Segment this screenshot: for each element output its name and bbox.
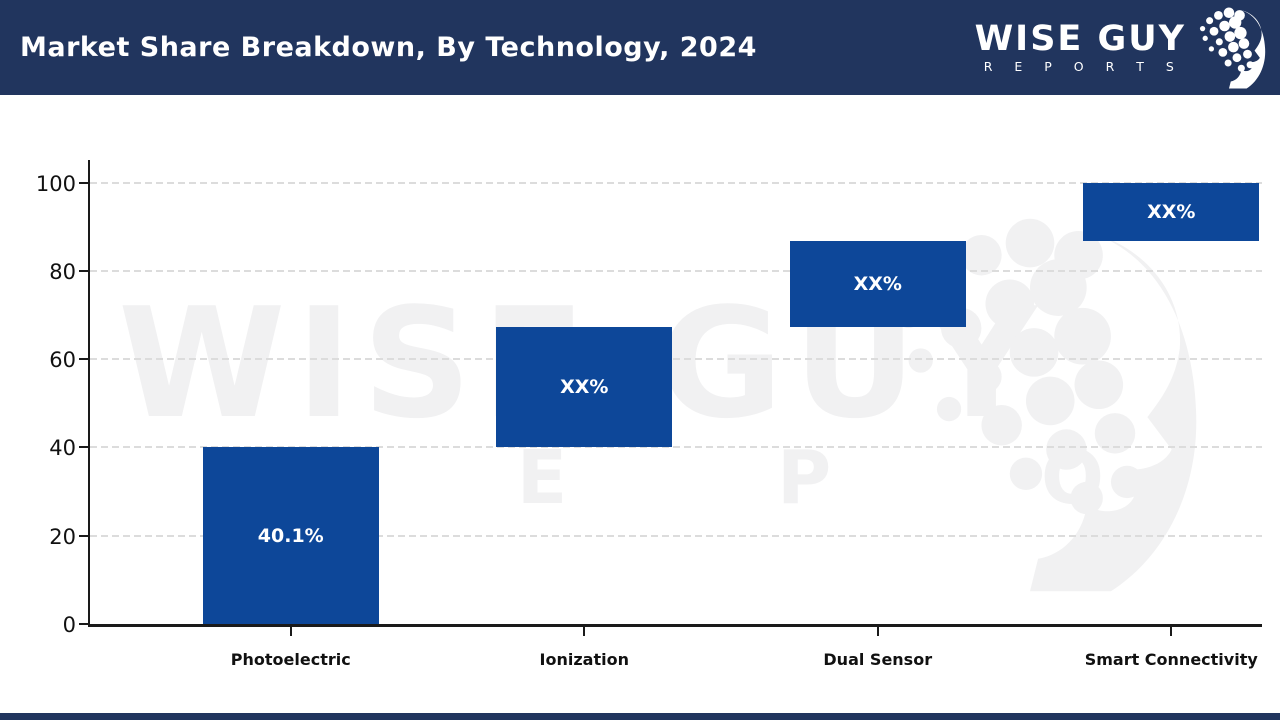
gridline-y-40	[90, 446, 1262, 449]
header-bar: Market Share Breakdown, By Technology, 2…	[0, 0, 1280, 95]
bar-value-label: XX%	[1147, 200, 1196, 223]
bar-ionization: XX%	[496, 326, 673, 447]
ytick-mark-0	[79, 623, 88, 625]
xtick-label-0: Photoelectric	[230, 650, 351, 669]
ytick-label-60: 60	[49, 348, 76, 373]
ytick-label-100: 100	[35, 171, 76, 196]
xtick-label-1: Ionization	[539, 650, 629, 669]
page-title: Market Share Breakdown, By Technology, 2…	[20, 32, 757, 63]
footer-bar	[0, 713, 1280, 720]
bar-photoelectric: 40.1%	[202, 447, 379, 624]
gridline-y-60	[90, 358, 1262, 361]
bar-value-label: XX%	[853, 273, 902, 296]
xtick-mark-2	[876, 627, 879, 636]
bar-value-label: XX%	[560, 375, 609, 398]
xtick-mark-1	[583, 627, 586, 636]
xtick-label-2: Dual Sensor	[823, 650, 933, 669]
brand-subname: R E P O R T S	[983, 58, 1183, 74]
xtick-mark-3	[1170, 627, 1173, 636]
ytick-label-80: 80	[49, 259, 76, 284]
brand-name: WISE GUY	[974, 18, 1186, 59]
xtick-label-3: Smart Connectivity	[1084, 650, 1258, 669]
gridline-y-80	[90, 269, 1262, 272]
bar-value-label: 40.1%	[257, 524, 324, 547]
bar-smart-connectivity: XX%	[1083, 182, 1260, 242]
ytick-mark-100	[79, 181, 88, 184]
ytick-mark-20	[79, 534, 88, 537]
gridline-y-20	[90, 534, 1262, 537]
ytick-mark-80	[79, 269, 88, 272]
chart-plot-area: 0 20 40 60 80 100 40.1% Photoelectric XX% Ionizat…	[36, 160, 1262, 669]
bar-dual-sensor: XX%	[789, 241, 966, 327]
brand-logo-text: WISE GUY R E P O R T S	[974, 18, 1186, 74]
xtick-mark-0	[289, 627, 292, 636]
brand-logo: WISE GUY R E P O R T S	[974, 6, 1280, 89]
ytick-label-40: 40	[49, 436, 76, 461]
ytick-mark-40	[79, 446, 88, 449]
ytick-label-0: 0	[62, 613, 76, 637]
gridline-y-100	[90, 181, 1262, 184]
brand-head-icon	[1199, 6, 1266, 89]
ytick-label-20: 20	[49, 524, 76, 549]
ytick-mark-60	[79, 358, 88, 361]
